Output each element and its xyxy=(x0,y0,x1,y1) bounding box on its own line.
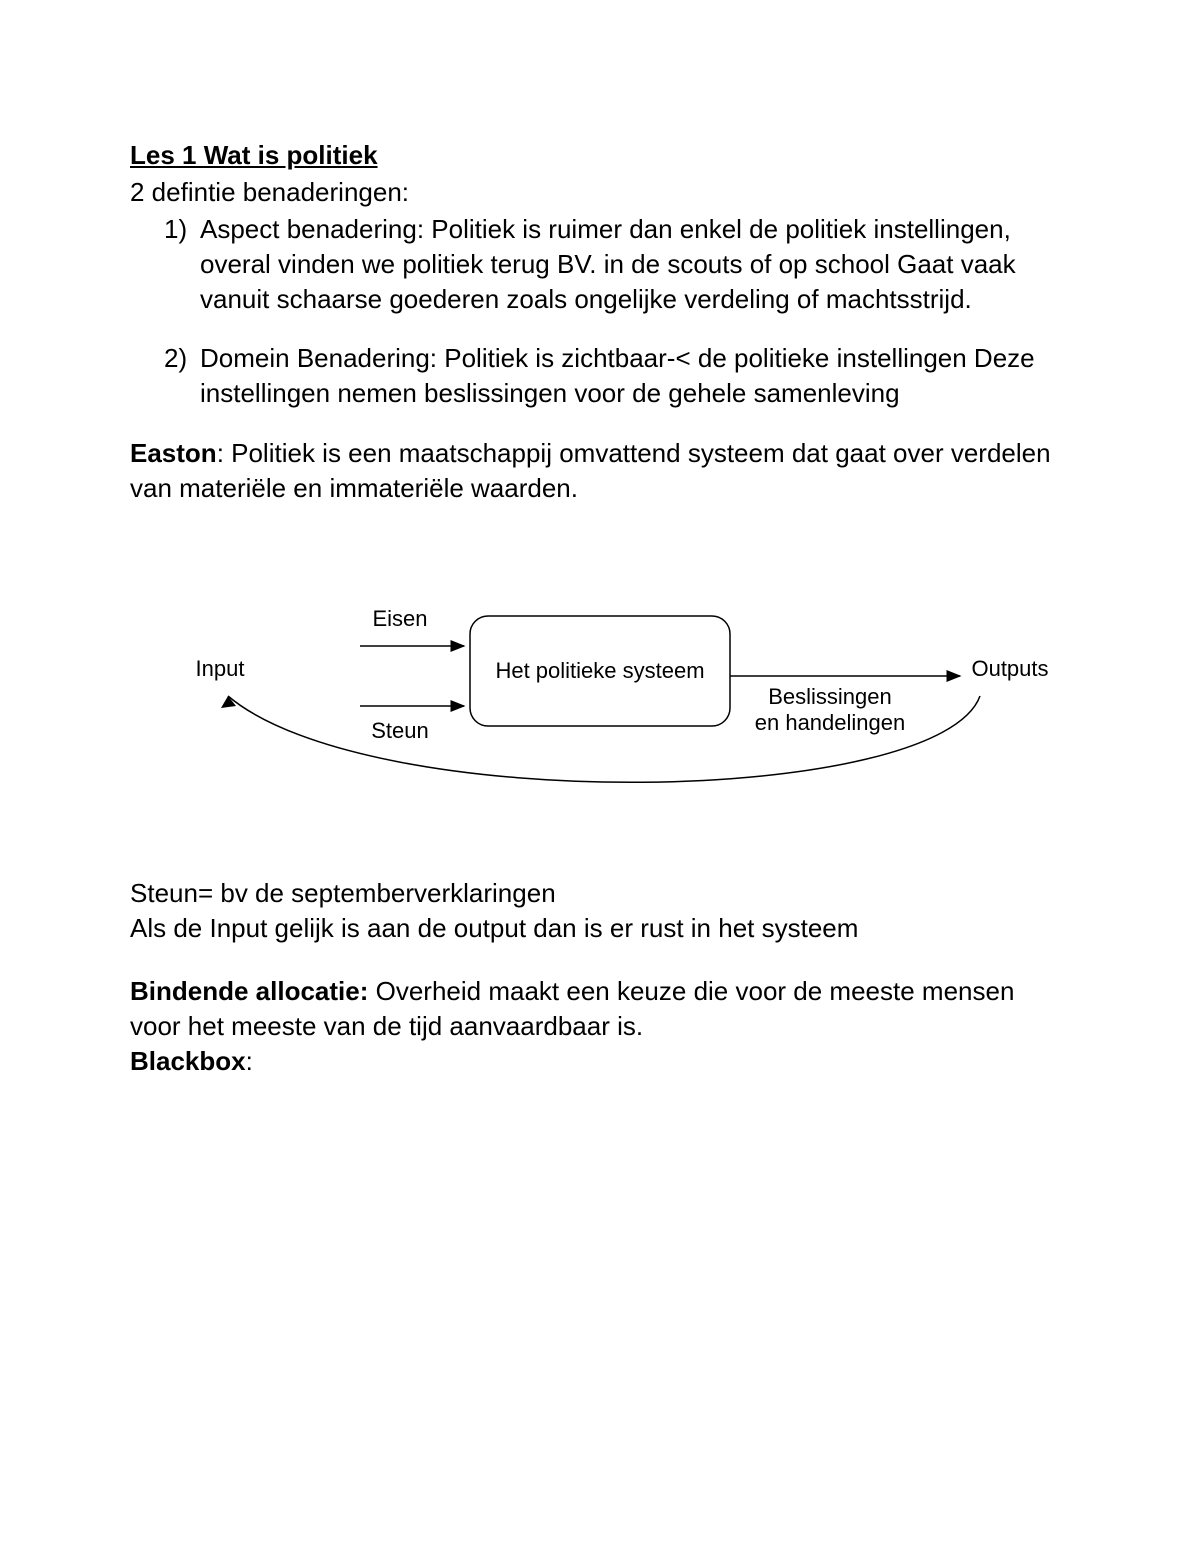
beslissingen-label-2: en handelingen xyxy=(755,710,905,735)
bindende-label: Bindende allocatie: xyxy=(130,976,368,1006)
blackbox-after: : xyxy=(246,1046,253,1076)
easton-label: Easton xyxy=(130,438,217,468)
list-number: 2) xyxy=(164,341,200,376)
beslissingen-label-1: Beslissingen xyxy=(768,684,892,709)
bindende-paragraph: Bindende allocatie: Overheid maakt een k… xyxy=(130,974,1070,1044)
feedback-arrowhead xyxy=(221,696,236,708)
intro-text: 2 defintie benaderingen: xyxy=(130,175,1070,210)
list-item-text: Domein Benadering: Politiek is zichtbaar… xyxy=(200,343,1035,408)
steun-note: Steun= bv de septemberverklaringen xyxy=(130,876,1070,911)
list-item: 2)Domein Benadering: Politiek is zichtba… xyxy=(200,341,1070,411)
page-title: Les 1 Wat is politiek xyxy=(130,140,1070,171)
rust-note: Als de Input gelijk is aan de output dan… xyxy=(130,911,1070,946)
steun-label: Steun xyxy=(371,718,429,743)
eisen-label: Eisen xyxy=(372,606,427,631)
easton-text: : Politiek is een maatschappij omvattend… xyxy=(130,438,1051,503)
list-item-text: Aspect benadering: Politiek is ruimer da… xyxy=(200,214,1016,314)
list-number: 1) xyxy=(164,212,200,247)
input-label: Input xyxy=(196,656,245,681)
system-box-label: Het politieke systeem xyxy=(495,658,704,683)
blackbox-paragraph: Blackbox: xyxy=(130,1044,1070,1079)
easton-system-diagram: Het politieke systeem Eisen Steun Input … xyxy=(130,576,1070,836)
definition-list: 1)Aspect benadering: Politiek is ruimer … xyxy=(130,212,1070,411)
blackbox-label: Blackbox xyxy=(130,1046,246,1076)
list-item: 1)Aspect benadering: Politiek is ruimer … xyxy=(200,212,1070,317)
diagram-svg: Het politieke systeem Eisen Steun Input … xyxy=(150,576,1050,836)
easton-paragraph: Easton: Politiek is een maatschappij omv… xyxy=(130,436,1070,506)
outputs-label: Outputs xyxy=(971,656,1048,681)
